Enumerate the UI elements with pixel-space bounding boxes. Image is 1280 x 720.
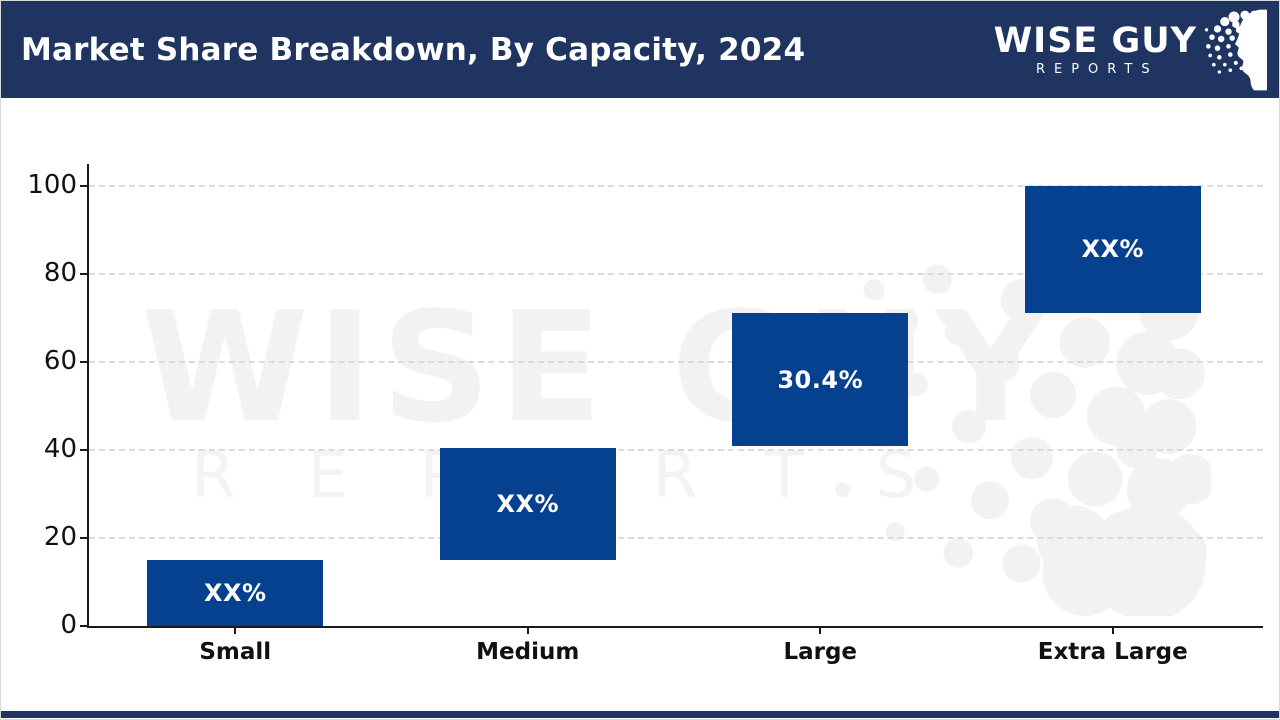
x-tick-mark-small bbox=[234, 628, 237, 634]
x-category-label-extra-large: Extra Large bbox=[1037, 639, 1188, 665]
x-category-label-medium: Medium bbox=[476, 639, 580, 665]
x-axis-line bbox=[87, 626, 1263, 628]
logo-wordmark: WISE GUY bbox=[993, 21, 1197, 62]
header: Market Share Breakdown, By Capacity, 202… bbox=[1, 1, 1279, 98]
x-tick-mark-medium bbox=[526, 628, 529, 634]
bar-value-label-large: 30.4% bbox=[777, 365, 864, 394]
x-category-label-small: Small bbox=[199, 639, 272, 665]
y-tick-label-100: 100 bbox=[27, 170, 77, 200]
bar-value-label-small: XX% bbox=[203, 579, 267, 607]
bar-small: XX% bbox=[147, 560, 324, 626]
bar-medium: XX% bbox=[439, 447, 616, 560]
y-axis-line bbox=[87, 164, 89, 628]
y-tick-mark-40 bbox=[80, 449, 87, 451]
logo-face-icon bbox=[1204, 9, 1267, 91]
gridline-80 bbox=[89, 273, 1263, 275]
y-tick-mark-0 bbox=[80, 625, 87, 627]
bar-value-label-extra-large: XX% bbox=[1081, 235, 1145, 264]
y-tick-label-20: 20 bbox=[43, 522, 77, 552]
y-tick-mark-60 bbox=[80, 361, 87, 363]
gridline-100 bbox=[89, 185, 1263, 187]
gridline-40 bbox=[89, 449, 1263, 451]
x-category-label-large: Large bbox=[783, 639, 858, 665]
bar-extra-large: XX% bbox=[1024, 186, 1201, 313]
page-title: Market Share Breakdown, By Capacity, 202… bbox=[21, 31, 806, 68]
y-tick-mark-100 bbox=[80, 185, 87, 187]
y-tick-mark-20 bbox=[80, 537, 87, 539]
y-tick-mark-80 bbox=[80, 273, 87, 275]
wise-guy-logo: WISE GUY REPORTS bbox=[994, 5, 1267, 95]
footer-bar bbox=[1, 711, 1279, 718]
gridline-20 bbox=[89, 537, 1263, 539]
bar-large: 30.4% bbox=[732, 312, 909, 447]
y-tick-label-40: 40 bbox=[43, 434, 77, 464]
logo-text: WISE GUY REPORTS bbox=[994, 23, 1197, 77]
logo-subtitle: REPORTS bbox=[1035, 61, 1159, 77]
gridline-60 bbox=[89, 361, 1263, 363]
y-tick-label-60: 60 bbox=[43, 346, 77, 376]
y-tick-label-0: 0 bbox=[60, 610, 77, 640]
x-tick-mark-large bbox=[819, 628, 822, 634]
bar-value-label-medium: XX% bbox=[496, 489, 560, 518]
x-tick-mark-extra-large bbox=[1111, 628, 1114, 634]
y-tick-label-80: 80 bbox=[43, 258, 77, 288]
